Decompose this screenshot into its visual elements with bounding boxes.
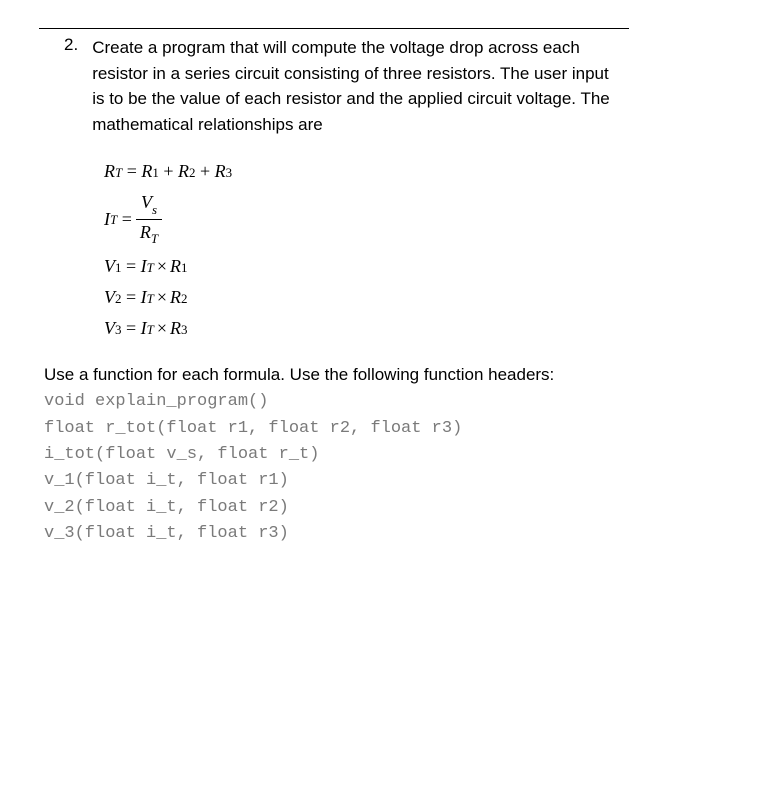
code-line-5: v_2(float i_t, float r2) — [44, 498, 289, 517]
plus-sign: + — [163, 161, 173, 182]
var-r3b: R — [170, 318, 181, 339]
code-line-1: void explain_program() — [44, 392, 268, 411]
sub-3: 3 — [226, 165, 232, 181]
eq-sign: = — [127, 161, 137, 182]
sub-v1: 1 — [115, 260, 121, 276]
sub-v3: 3 — [115, 322, 121, 338]
var-vs: V — [141, 192, 152, 212]
code-line-4: v_1(float i_t, float r1) — [44, 471, 289, 490]
var-rt-den: R — [140, 222, 151, 242]
times-2: × — [157, 287, 167, 308]
instruction-text: Use a function for each formula. Use the… — [44, 365, 758, 385]
formula-v3: V3 = IT × R3 — [104, 318, 758, 339]
code-line-6: v_3(float i_t, float r3) — [44, 524, 289, 543]
code-block: void explain_program() float r_tot(float… — [44, 389, 758, 547]
var-r1: R — [141, 161, 152, 182]
fraction-vs-rt: Vs RT — [136, 192, 162, 246]
sub-it-1: T — [147, 260, 154, 276]
sub-r2b: 2 — [181, 291, 187, 307]
sub-t-i: T — [110, 212, 117, 228]
formulas-block: RT = R1 + R2 + R3 IT = Vs RT V1 = — [104, 161, 758, 339]
sub-t-den: T — [151, 231, 158, 246]
horizontal-rule — [39, 28, 629, 29]
var-r: R — [104, 161, 115, 182]
eq-sign-4: = — [126, 287, 136, 308]
sub-t: T — [115, 165, 122, 181]
eq-sign-3: = — [126, 256, 136, 277]
plus-sign-2: + — [200, 161, 210, 182]
code-line-2: float r_tot(float r1, float r2, float r3… — [44, 419, 462, 438]
sub-r3b: 3 — [181, 322, 187, 338]
sub-r1b: 1 — [181, 260, 187, 276]
times-3: × — [157, 318, 167, 339]
problem-text: Create a program that will compute the v… — [92, 35, 612, 137]
var-r2: R — [178, 161, 189, 182]
var-r3: R — [215, 161, 226, 182]
var-r2b: R — [170, 287, 181, 308]
problem-block: 2. Create a program that will compute th… — [64, 35, 758, 137]
sub-it-2: T — [147, 291, 154, 307]
var-v1: V — [104, 256, 115, 277]
eq-sign-5: = — [126, 318, 136, 339]
problem-number: 2. — [64, 35, 78, 55]
sub-s: s — [152, 202, 157, 217]
bottom-block: Use a function for each formula. Use the… — [44, 365, 758, 547]
formula-rt: RT = R1 + R2 + R3 — [104, 161, 758, 182]
page: 2. Create a program that will compute th… — [0, 0, 782, 571]
sub-2: 2 — [189, 165, 195, 181]
fraction-denominator: RT — [136, 219, 162, 247]
var-r1b: R — [170, 256, 181, 277]
sub-v2: 2 — [115, 291, 121, 307]
times-1: × — [157, 256, 167, 277]
sub-it-3: T — [147, 322, 154, 338]
eq-sign-2: = — [122, 209, 132, 230]
formula-it: IT = Vs RT — [104, 192, 758, 246]
var-v3: V — [104, 318, 115, 339]
var-v2: V — [104, 287, 115, 308]
formula-v2: V2 = IT × R2 — [104, 287, 758, 308]
fraction-numerator: Vs — [137, 192, 161, 219]
sub-1: 1 — [152, 165, 158, 181]
code-line-3: i_tot(float v_s, float r_t) — [44, 445, 319, 464]
formula-v1: V1 = IT × R1 — [104, 256, 758, 277]
